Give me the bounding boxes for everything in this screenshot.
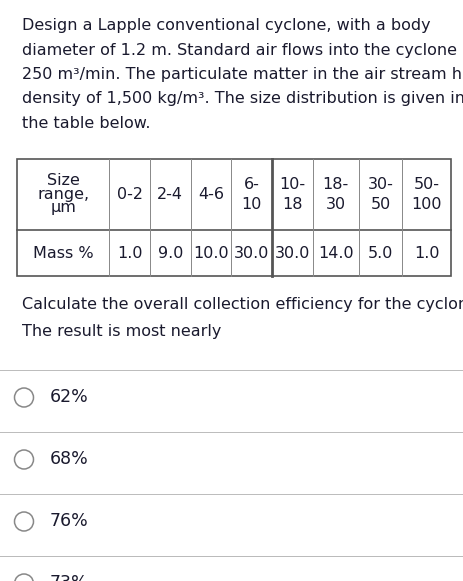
Bar [17,159,450,275]
Text: 18: 18 [282,197,302,212]
Text: 73%: 73% [50,575,88,581]
Text: 30.0: 30.0 [233,246,269,260]
Text: 6-: 6- [243,177,259,192]
Text: 62%: 62% [50,389,88,407]
Text: The result is most nearly: The result is most nearly [22,324,221,339]
Text: 4-6: 4-6 [198,187,224,202]
Text: 30.0: 30.0 [274,246,309,260]
Text: 10-: 10- [279,177,305,192]
Text: range,: range, [37,187,89,202]
Text: 9.0: 9.0 [157,246,182,260]
Text: 5.0: 5.0 [367,246,392,260]
Text: Calculate the overall collection efficiency for the cyclone.: Calculate the overall collection efficie… [22,297,463,313]
Text: 1.0: 1.0 [413,246,438,260]
Text: 18-: 18- [322,177,348,192]
Text: Size: Size [47,174,79,188]
Text: Mass %: Mass % [33,246,93,260]
Text: the table below.: the table below. [22,116,150,131]
Text: 30-: 30- [367,177,393,192]
Text: 68%: 68% [50,450,88,468]
Text: 50: 50 [369,197,390,212]
Text: 100: 100 [411,197,441,212]
Text: 50-: 50- [413,177,438,192]
Text: 2-4: 2-4 [157,187,183,202]
Text: μm: μm [50,200,76,216]
Text: 0-2: 0-2 [116,187,142,202]
Text: diameter of 1.2 m. Standard air flows into the cyclone at: diameter of 1.2 m. Standard air flows in… [22,42,463,58]
Text: Design a Lapple conventional cyclone, with a body: Design a Lapple conventional cyclone, wi… [22,18,430,33]
Text: 30: 30 [325,197,345,212]
Text: density of 1,500 kg/m³. The size distribution is given in: density of 1,500 kg/m³. The size distrib… [22,91,463,106]
Text: 10: 10 [241,197,261,212]
Text: 10.0: 10.0 [193,246,228,260]
Text: 1.0: 1.0 [117,246,142,260]
Text: 76%: 76% [50,512,88,530]
Text: 250 m³/min. The particulate matter in the air stream has a: 250 m³/min. The particulate matter in th… [22,67,463,82]
Text: 14.0: 14.0 [317,246,353,260]
